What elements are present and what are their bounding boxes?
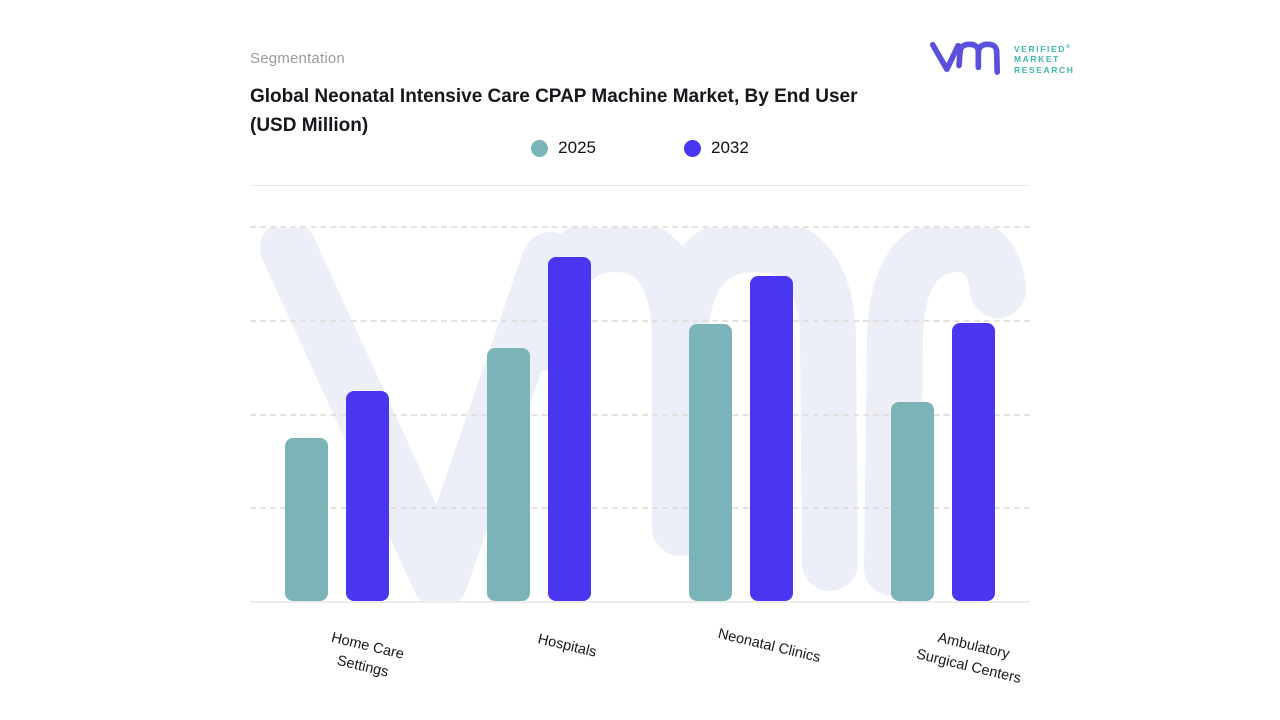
bar-2032-neonatal-clinics[interactable] xyxy=(750,276,793,601)
plot-area xyxy=(250,222,1030,603)
bar-2025-home-care-settings[interactable] xyxy=(285,438,328,601)
gridline xyxy=(250,413,1030,416)
logo-line-3: RESEARCH xyxy=(1014,64,1075,75)
registered-mark: ® xyxy=(1066,44,1071,50)
x-axis-label-ambulatory-surgical-centers: Ambulatory Surgical Centers xyxy=(879,616,1064,699)
bar-group-hospitals xyxy=(487,257,591,601)
page-title: Global Neonatal Intensive Care CPAP Mach… xyxy=(250,86,858,136)
legend-dot-icon xyxy=(684,139,701,157)
x-axis-label-text: Ambulatory Surgical Centers xyxy=(914,629,1023,688)
bar-2032-hospitals[interactable] xyxy=(548,257,591,601)
gridline xyxy=(250,319,1030,322)
legend-label: 2032 xyxy=(711,138,749,157)
gridline xyxy=(250,507,1030,510)
x-axis-line xyxy=(250,601,1030,603)
x-axis-label-text: Home Care Settings xyxy=(329,629,406,681)
x-axis-label-hospitals: Hospitals xyxy=(477,615,657,677)
bar-group-neonatal-clinics xyxy=(689,276,793,601)
x-axis-labels: Home Care Settings Hospitals Neonatal Clin… xyxy=(250,626,1030,713)
x-axis-label-home-care-settings: Home Care Settings xyxy=(273,616,458,699)
legend-item-2025[interactable]: 2025 xyxy=(531,138,596,158)
legend-label: 2025 xyxy=(558,138,596,157)
legend-item-2032[interactable]: 2032 xyxy=(684,138,749,158)
logo-line-2: MARKET xyxy=(1014,54,1060,65)
x-axis-label-text: Hospitals xyxy=(536,631,598,661)
bar-2025-ambulatory-surgical-centers[interactable] xyxy=(891,402,934,601)
bar-group-ambulatory-surgical-centers xyxy=(891,323,995,601)
legend-dot-icon xyxy=(531,139,549,157)
vmr-logo: VERIFIED® MARKET RESEARCH xyxy=(928,36,1075,78)
gridline xyxy=(250,226,1030,228)
logo-wordmark: VERIFIED® MARKET RESEARCH xyxy=(1014,42,1075,75)
x-axis-label-neonatal-clinics: Neonatal Clinics xyxy=(679,615,859,677)
divider-line xyxy=(250,185,1030,186)
x-axis-label-text: Neonatal Clinics xyxy=(716,626,822,667)
bar-2025-neonatal-clinics[interactable] xyxy=(689,324,732,601)
logo-line-1: VERIFIED xyxy=(1014,43,1067,54)
bar-2025-hospitals[interactable] xyxy=(487,348,530,601)
eyebrow-label: Segmentation xyxy=(250,50,345,67)
vmr-monogram-icon xyxy=(929,41,1000,75)
bar-group-home-care-settings xyxy=(285,391,389,601)
bar-2032-home-care-settings[interactable] xyxy=(346,391,389,601)
legend: 2025 2032 xyxy=(250,136,1030,160)
bar-2032-ambulatory-surgical-centers[interactable] xyxy=(952,323,995,601)
